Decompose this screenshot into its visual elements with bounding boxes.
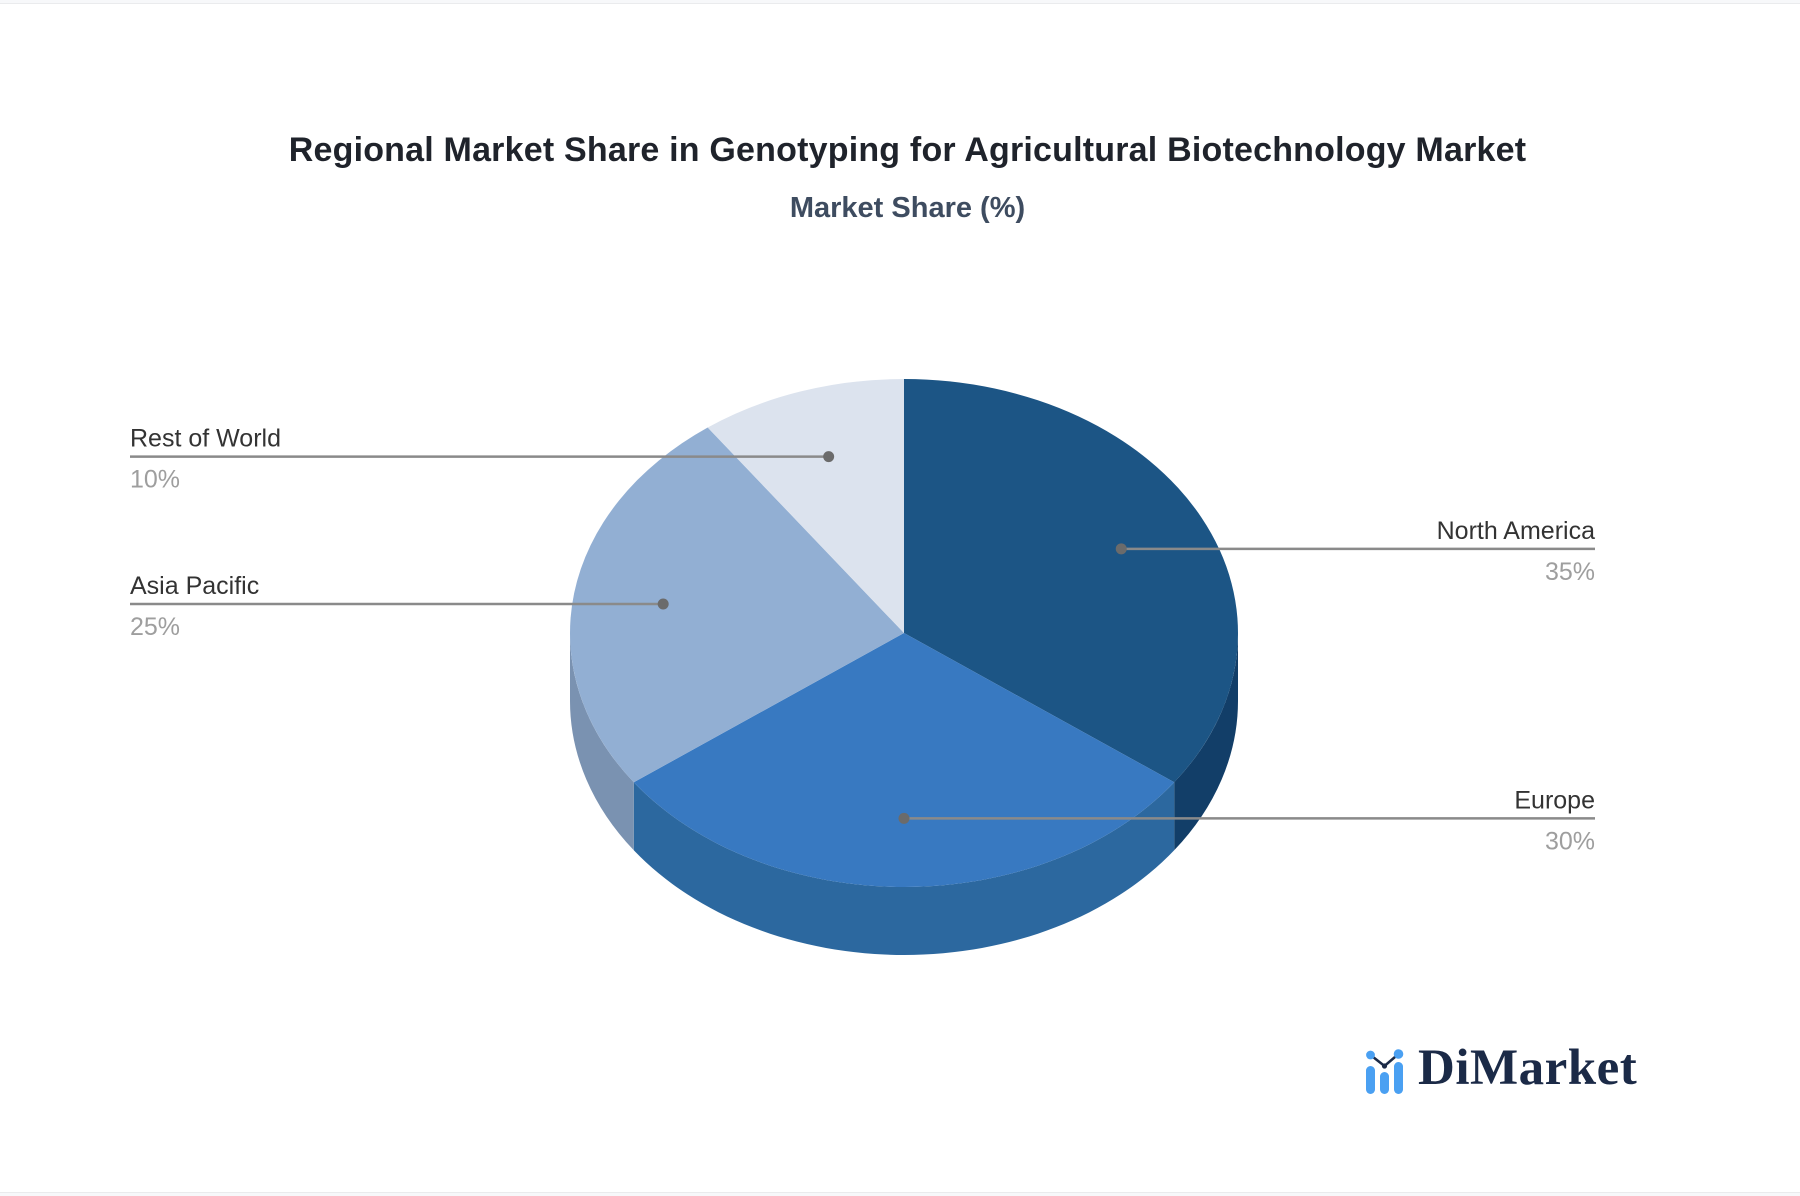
leader-dot-north-america <box>1115 543 1127 555</box>
slice-label-north-america: North America <box>1437 517 1595 545</box>
dimarket-logo-text: DiMarket <box>1418 1040 1638 1096</box>
chart-subtitle: Market Share (%) <box>789 192 1026 224</box>
slice-pct-rest-of-world: 10% <box>130 466 180 494</box>
page-bottom-edge <box>0 1192 1800 1196</box>
slice-label-asia-pacific: Asia Pacific <box>130 572 259 600</box>
slice-pct-north-america: 35% <box>1545 558 1595 586</box>
pie-slice-side-asia-pacific <box>570 633 634 851</box>
slice-label-rest-of-world: Rest of World <box>130 425 281 453</box>
pie-slice-rest-of-world[interactable] <box>707 379 904 633</box>
chart-title: Regional Market Share in Genotyping for … <box>288 131 1527 169</box>
dimarket-logo[interactable]: DiMarket <box>1365 1040 1637 1094</box>
leader-dot-asia-pacific <box>657 598 669 610</box>
leader-dot-rest-of-world <box>823 451 835 463</box>
pie-slice-side-europe <box>633 782 1175 955</box>
pie-slice-asia-pacific[interactable] <box>570 427 904 783</box>
slice-pct-asia-pacific: 25% <box>130 613 180 641</box>
pie-slice-side-north-america <box>1174 633 1238 851</box>
dimarket-logo-icon <box>1366 1049 1404 1094</box>
pie-slice-europe[interactable] <box>633 633 1175 887</box>
slice-pct-europe: 30% <box>1545 827 1595 855</box>
slice-label-europe: Europe <box>1514 786 1595 814</box>
page-top-edge <box>0 0 1800 4</box>
leader-dot-europe <box>898 812 910 824</box>
pie-slice-north-america[interactable] <box>904 379 1238 783</box>
